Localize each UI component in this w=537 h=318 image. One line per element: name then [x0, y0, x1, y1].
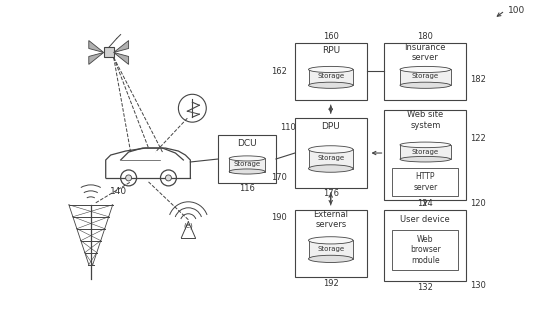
Text: 132: 132 — [417, 283, 433, 292]
Text: DCU: DCU — [237, 139, 257, 148]
Text: 176: 176 — [323, 189, 339, 198]
Text: 116: 116 — [239, 184, 255, 193]
Circle shape — [165, 175, 171, 181]
FancyBboxPatch shape — [104, 47, 114, 58]
Polygon shape — [89, 52, 104, 65]
Ellipse shape — [400, 82, 451, 88]
Ellipse shape — [308, 165, 353, 172]
FancyBboxPatch shape — [308, 240, 353, 259]
Text: 140: 140 — [110, 187, 127, 196]
Text: 170: 170 — [271, 173, 287, 183]
Text: 190: 190 — [271, 213, 287, 222]
Ellipse shape — [229, 156, 265, 161]
Ellipse shape — [308, 66, 353, 73]
FancyBboxPatch shape — [400, 145, 451, 159]
Text: (e): (e) — [184, 223, 193, 229]
Text: Storage: Storage — [317, 73, 344, 80]
FancyBboxPatch shape — [393, 168, 458, 196]
Text: Insurance
server: Insurance server — [404, 43, 446, 62]
Ellipse shape — [308, 146, 353, 153]
Ellipse shape — [308, 82, 353, 88]
Text: Storage: Storage — [234, 161, 260, 167]
FancyBboxPatch shape — [295, 118, 367, 188]
Text: 100: 100 — [508, 6, 525, 15]
FancyBboxPatch shape — [384, 43, 466, 100]
Circle shape — [126, 175, 132, 181]
Text: 120: 120 — [470, 199, 486, 208]
Ellipse shape — [400, 156, 451, 162]
FancyBboxPatch shape — [295, 43, 367, 100]
Text: Storage: Storage — [317, 245, 344, 252]
Ellipse shape — [229, 169, 265, 174]
Text: 180: 180 — [417, 32, 433, 41]
Text: 122: 122 — [470, 134, 486, 142]
FancyBboxPatch shape — [295, 210, 367, 278]
Polygon shape — [114, 40, 129, 52]
Ellipse shape — [308, 237, 353, 244]
Ellipse shape — [400, 66, 451, 73]
Polygon shape — [89, 40, 104, 52]
Text: 160: 160 — [323, 32, 339, 41]
FancyBboxPatch shape — [308, 69, 353, 85]
Text: Web
browser
module: Web browser module — [410, 235, 441, 265]
FancyBboxPatch shape — [384, 110, 466, 200]
Text: Storage: Storage — [412, 73, 439, 80]
Text: 124: 124 — [417, 199, 433, 208]
FancyBboxPatch shape — [400, 69, 451, 85]
Text: 192: 192 — [323, 279, 339, 288]
Text: HTTP
server: HTTP server — [413, 172, 438, 192]
Text: Web site
system: Web site system — [407, 110, 444, 130]
Text: User device: User device — [401, 215, 450, 224]
FancyBboxPatch shape — [384, 210, 466, 281]
FancyBboxPatch shape — [229, 158, 265, 171]
Text: 110: 110 — [280, 123, 296, 132]
FancyBboxPatch shape — [308, 149, 353, 169]
Ellipse shape — [308, 255, 353, 262]
Text: 162: 162 — [271, 67, 287, 76]
Text: Storage: Storage — [317, 155, 344, 161]
Text: DPU: DPU — [321, 122, 340, 131]
Text: RPU: RPU — [322, 46, 340, 55]
Text: 130: 130 — [470, 281, 486, 290]
FancyBboxPatch shape — [218, 135, 276, 183]
Polygon shape — [114, 52, 129, 65]
FancyBboxPatch shape — [393, 230, 458, 270]
Text: Storage: Storage — [412, 149, 439, 155]
Text: 182: 182 — [470, 75, 486, 84]
Text: External
servers: External servers — [313, 210, 348, 229]
Ellipse shape — [400, 142, 451, 148]
